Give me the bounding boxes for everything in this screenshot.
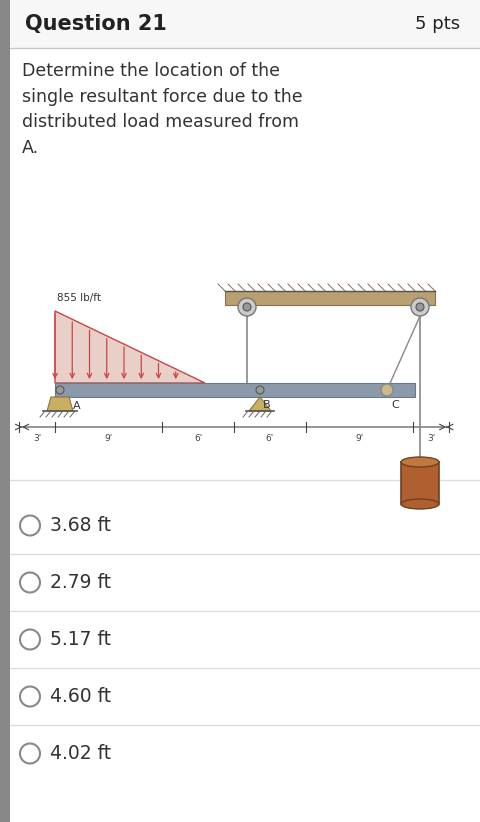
Bar	[10, 0, 480, 48]
Polygon shape	[249, 397, 270, 411]
Text: Determine the location of the
single resultant force due to the
distributed load: Determine the location of the single res…	[22, 62, 302, 157]
Text: 6': 6'	[265, 434, 274, 443]
Polygon shape	[47, 397, 73, 411]
Text: 855 lb/ft: 855 lb/ft	[57, 293, 101, 303]
Polygon shape	[55, 311, 204, 383]
Circle shape	[20, 630, 40, 649]
Circle shape	[20, 572, 40, 593]
Circle shape	[415, 303, 423, 311]
Text: A: A	[73, 401, 81, 411]
Circle shape	[20, 686, 40, 706]
Text: Question 21: Question 21	[25, 14, 167, 34]
Bar	[0, 0, 10, 822]
Circle shape	[20, 515, 40, 535]
Text: 2.79 ft: 2.79 ft	[50, 573, 111, 592]
Circle shape	[238, 298, 255, 316]
Text: 3': 3'	[426, 434, 434, 443]
Text: 9': 9'	[105, 434, 113, 443]
Ellipse shape	[400, 457, 438, 467]
Circle shape	[410, 298, 428, 316]
Text: 4.60 ft: 4.60 ft	[50, 687, 111, 706]
Text: 3': 3'	[33, 434, 41, 443]
Circle shape	[20, 744, 40, 764]
Text: B: B	[263, 400, 270, 410]
Circle shape	[242, 303, 251, 311]
Text: 5 pts: 5 pts	[414, 15, 459, 33]
Ellipse shape	[400, 499, 438, 509]
Text: 5.17 ft: 5.17 ft	[50, 630, 111, 649]
Text: C: C	[390, 400, 398, 410]
Text: 4.02 ft: 4.02 ft	[50, 744, 111, 763]
Text: 9': 9'	[355, 434, 363, 443]
Bar	[225, 291, 434, 305]
Circle shape	[56, 386, 64, 394]
Text: 6': 6'	[194, 434, 202, 443]
Circle shape	[255, 386, 264, 394]
Bar	[55, 383, 414, 397]
Bar	[400, 462, 438, 504]
Text: 3.68 ft: 3.68 ft	[50, 516, 111, 535]
Circle shape	[380, 384, 392, 396]
